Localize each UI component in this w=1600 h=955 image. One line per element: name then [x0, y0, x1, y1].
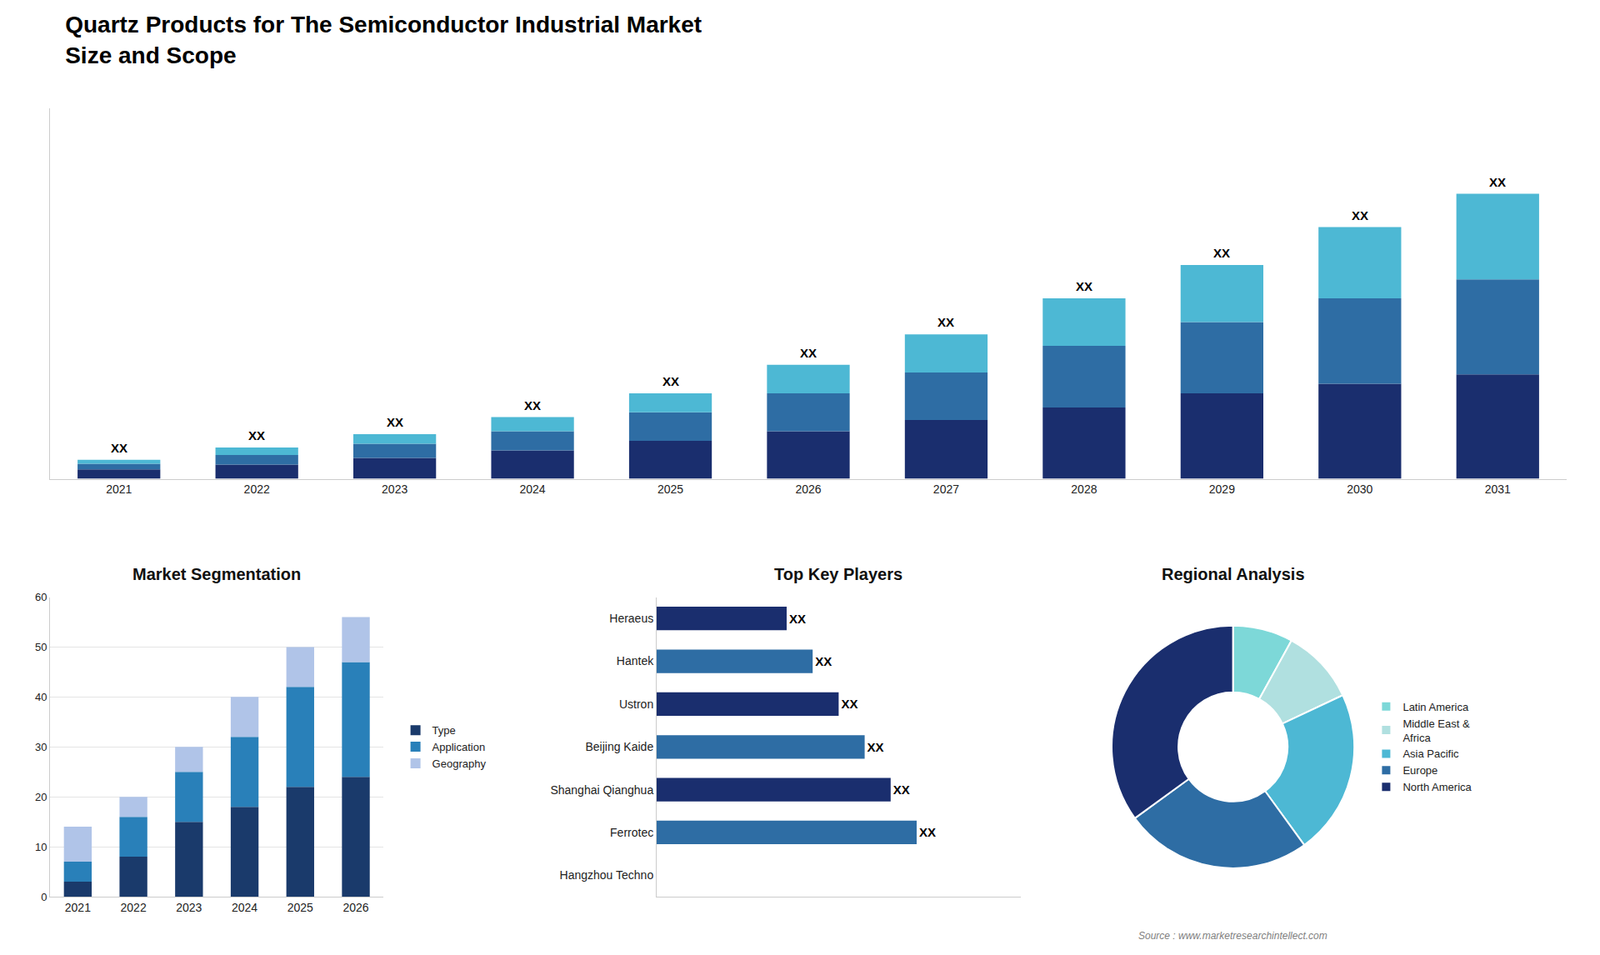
svg-text:XX: XX: [800, 345, 817, 360]
svg-text:2023: 2023: [381, 482, 408, 496]
svg-text:2022: 2022: [244, 482, 270, 496]
svg-text:Application: Application: [432, 740, 486, 754]
svg-text:Ferrotec: Ferrotec: [610, 825, 654, 840]
svg-text:Shanghai Qianghua: Shanghai Qianghua: [550, 783, 654, 797]
svg-text:2025: 2025: [657, 482, 684, 496]
svg-text:Asia Pacific: Asia Pacific: [1402, 747, 1460, 760]
svg-text:40: 40: [35, 690, 47, 704]
svg-text:2021: 2021: [105, 482, 132, 496]
svg-text:2022: 2022: [120, 900, 147, 915]
svg-text:Ustron: Ustron: [619, 697, 654, 711]
svg-text:2031: 2031: [1485, 482, 1511, 496]
svg-text:2030: 2030: [1346, 482, 1373, 496]
svg-text:Top Key Players: Top Key Players: [774, 565, 903, 584]
svg-text:2024: 2024: [520, 482, 546, 496]
svg-text:XX: XX: [386, 415, 404, 430]
svg-text:XX: XX: [248, 428, 265, 443]
svg-text:10: 10: [35, 840, 47, 854]
svg-text:50: 50: [35, 640, 47, 654]
svg-text:Middle East &Africa: Middle East &Africa: [1402, 717, 1470, 745]
svg-text:2023: 2023: [175, 900, 202, 915]
svg-text:2026: 2026: [342, 900, 369, 915]
svg-text:XX: XX: [815, 654, 832, 669]
svg-text:2026: 2026: [795, 482, 821, 496]
svg-text:Hangzhou Techno: Hangzhou Techno: [560, 868, 655, 882]
svg-text:Hantek: Hantek: [616, 654, 655, 668]
svg-text:Quartz Products for The Semico: Quartz Products for The Semiconductor In…: [65, 11, 702, 68]
svg-text:20: 20: [35, 790, 47, 804]
svg-text:Regional Analysis: Regional Analysis: [1161, 565, 1305, 584]
svg-text:60: 60: [35, 590, 47, 604]
svg-text:XX: XX: [662, 374, 680, 389]
svg-text:Type: Type: [432, 724, 456, 737]
svg-text:XX: XX: [1075, 279, 1093, 294]
svg-text:XX: XX: [937, 315, 955, 330]
svg-text:North America: North America: [1402, 780, 1472, 794]
svg-text:Geography: Geography: [432, 757, 487, 770]
svg-text:XX: XX: [110, 440, 128, 455]
svg-text:Europe: Europe: [1402, 764, 1438, 777]
svg-text:XX: XX: [840, 696, 858, 711]
svg-text:Beijing Kaide: Beijing Kaide: [585, 740, 654, 754]
svg-text:2021: 2021: [65, 900, 91, 915]
svg-text:XX: XX: [1213, 245, 1230, 260]
svg-text:Source : www.marketresearchint: Source : www.marketresearchintellect.com: [1138, 930, 1328, 942]
svg-text:Heraeus: Heraeus: [609, 611, 654, 625]
svg-text:XX: XX: [867, 740, 885, 755]
svg-text:Latin America: Latin America: [1402, 700, 1470, 714]
svg-text:XX: XX: [789, 611, 806, 626]
svg-text:30: 30: [35, 740, 47, 754]
svg-text:XX: XX: [524, 398, 541, 413]
svg-text:2029: 2029: [1209, 482, 1235, 496]
svg-text:0: 0: [40, 890, 47, 904]
svg-text:2027: 2027: [933, 482, 960, 496]
svg-text:2028: 2028: [1070, 482, 1097, 496]
svg-text:XX: XX: [893, 782, 910, 797]
svg-text:XX: XX: [1351, 208, 1369, 223]
svg-text:Market Segmentation: Market Segmentation: [132, 565, 301, 584]
svg-text:XX: XX: [919, 825, 936, 840]
svg-text:XX: XX: [1489, 175, 1506, 190]
svg-text:2025: 2025: [287, 900, 314, 915]
svg-text:2024: 2024: [231, 900, 258, 915]
